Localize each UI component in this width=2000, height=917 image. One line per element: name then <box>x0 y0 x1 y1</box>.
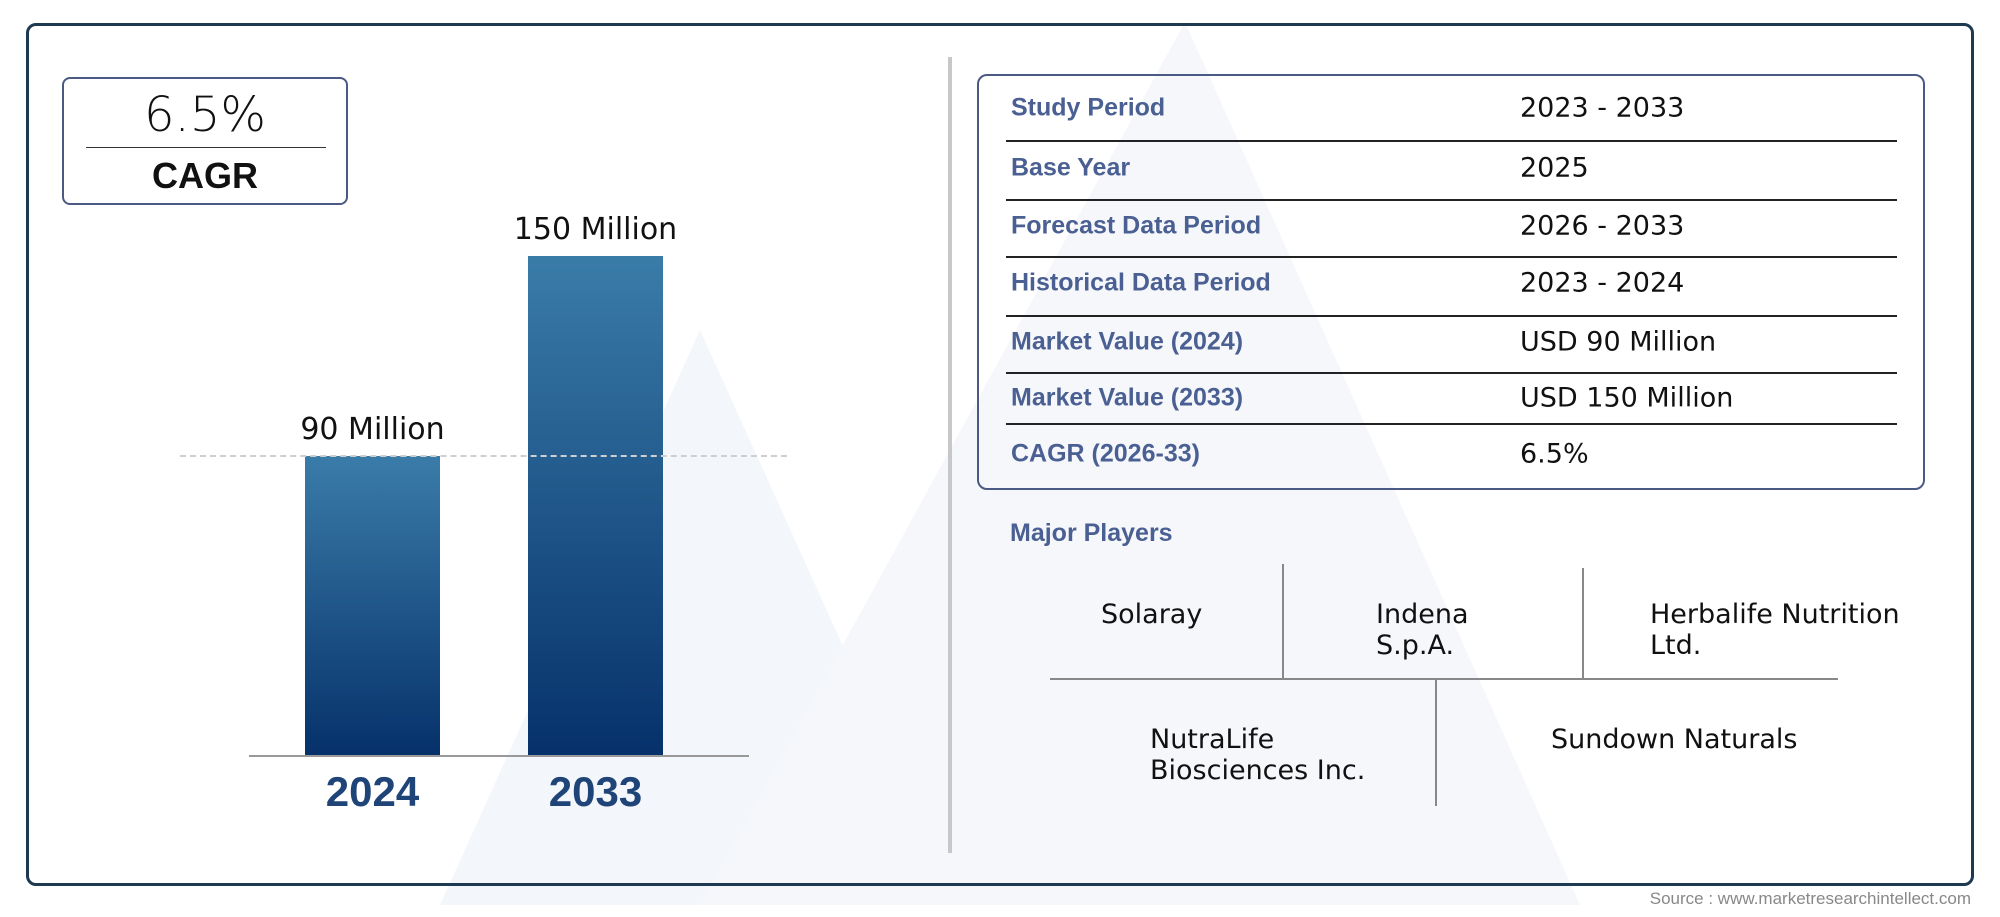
panel-divider <box>948 57 952 853</box>
player-herbalife: Herbalife Nutrition Ltd. <box>1650 599 1900 661</box>
grid-line <box>1582 568 1584 678</box>
reference-line <box>180 454 787 457</box>
row-value: 2023 - 2024 <box>1520 267 1685 299</box>
infographic-frame <box>26 23 1974 886</box>
row-value: 2025 <box>1520 152 1589 184</box>
grid-line <box>1050 678 1838 680</box>
grid-line <box>1435 680 1437 806</box>
row-label: Forecast Data Period <box>1011 211 1262 240</box>
row-divider <box>1006 140 1897 142</box>
x-axis-baseline <box>249 755 749 757</box>
summary-table <box>977 74 1925 490</box>
row-value: 6.5% <box>1520 438 1589 470</box>
cagr-divider <box>86 147 326 148</box>
cagr-label: CAGR <box>152 155 258 196</box>
row-label: CAGR (2026-33) <box>1011 439 1200 468</box>
row-label: Market Value (2024) <box>1011 327 1244 356</box>
source-credit: Source : www.marketresearchintellect.com <box>1649 889 1971 908</box>
player-solaray: Solaray <box>1101 599 1203 630</box>
row-label: Study Period <box>1011 93 1166 122</box>
bar-2024 <box>305 455 440 755</box>
row-divider <box>1006 199 1897 201</box>
row-divider <box>1006 423 1897 425</box>
grid-line <box>1282 564 1284 678</box>
row-divider <box>1006 256 1897 258</box>
x-tick-label: 2024 <box>325 768 420 815</box>
row-value: 2026 - 2033 <box>1520 210 1685 242</box>
row-divider <box>1006 372 1897 374</box>
row-label: Historical Data Period <box>1011 268 1271 297</box>
row-value: USD 90 Million <box>1520 326 1717 358</box>
player-nutralife: NutraLife Biosciences Inc. <box>1150 724 1366 786</box>
row-label: Market Value (2033) <box>1011 383 1244 412</box>
row-value: 2023 - 2033 <box>1520 92 1685 124</box>
major-players-title: Major Players <box>1010 519 1173 547</box>
row-value: USD 150 Million <box>1520 382 1734 414</box>
data-label: 90 Million <box>300 411 445 447</box>
x-tick-label: 2033 <box>548 768 643 815</box>
row-divider <box>1006 315 1897 317</box>
row-label: Base Year <box>1011 153 1131 182</box>
player-sundown: Sundown Naturals <box>1551 724 1798 755</box>
cagr-box: 6.5% CAGR <box>62 77 348 205</box>
bar-2033 <box>528 256 663 755</box>
data-label: 150 Million <box>513 212 678 247</box>
player-indena: Indena S.p.A. <box>1376 599 1469 661</box>
cagr-value: 6.5% <box>144 87 266 143</box>
